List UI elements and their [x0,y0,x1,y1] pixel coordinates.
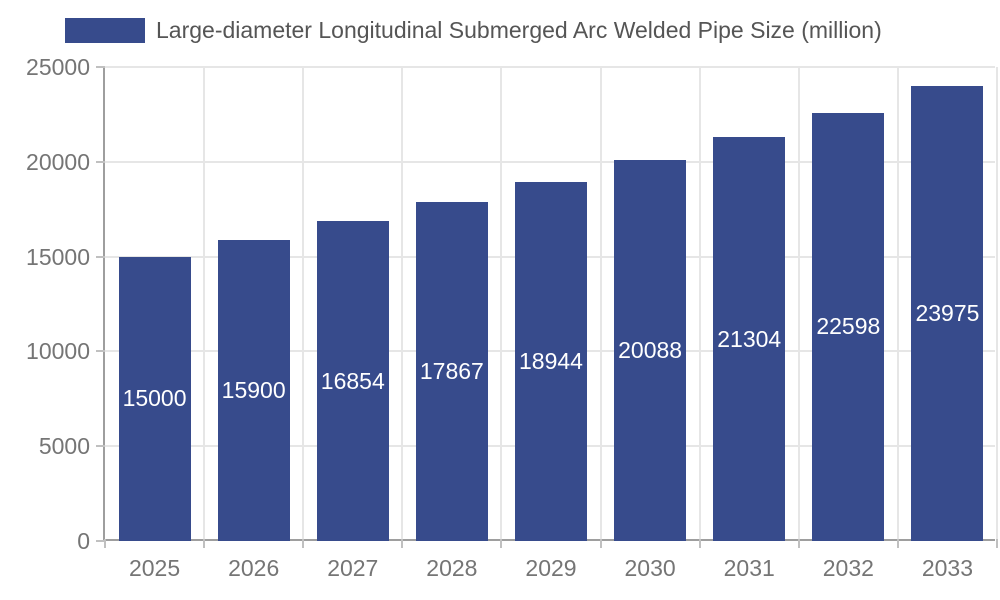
x-gridline [996,67,998,539]
y-tick-mark [96,350,105,353]
x-tick-label: 2032 [822,555,874,581]
bar: 16854 [316,221,389,541]
bar: 23975 [911,86,984,541]
x-tick-mark [401,539,404,548]
bar-value-label: 23975 [915,300,980,327]
x-tick-label: 2030 [624,555,676,581]
y-tick-label: 20000 [26,148,90,175]
bar-value-label: 15900 [221,376,286,403]
x-gridline [797,67,800,539]
bar: 21304 [713,137,786,541]
y-tick-mark [96,445,105,448]
x-tick-label: 2025 [128,555,181,581]
x-gridline [599,67,602,539]
x-gridline [302,67,305,539]
y-tick-label: 15000 [26,243,90,270]
y-tick-label: 10000 [26,338,90,365]
x-tick-label: 2029 [525,555,577,581]
x-tick-label: 2031 [723,555,775,581]
bar-value-label: 21304 [717,325,782,352]
x-gridline [401,67,404,539]
x-gridline [698,67,701,539]
x-tick-label: 2028 [426,555,478,581]
y-tick-mark [96,255,105,258]
x-tick-mark [203,539,206,548]
bar-value-label: 22598 [816,313,881,340]
bar: 18944 [515,181,587,541]
x-tick-label: 2027 [327,555,379,581]
x-gridline [500,67,503,539]
bar: 17867 [415,202,488,541]
y-gridline [105,160,995,163]
bar: 22598 [812,112,885,541]
bar: 20088 [614,160,687,541]
plot-area: 0 5000 10000 15000 20000 25000 2025 15000 2026 15… [26,54,998,581]
legend-series-label: Large-diameter Longitudinal Submerged Ar… [156,17,882,43]
bar-value-label: 18944 [519,347,583,374]
bar-value-label: 15000 [122,385,187,412]
x-tick-mark [996,539,998,548]
x-tick-label: 2026 [228,555,280,581]
y-tick-label: 25000 [26,54,90,80]
bar: 15900 [217,239,290,541]
y-tick-mark [96,66,105,68]
x-tick-mark [698,539,701,548]
bar-value-label: 16854 [320,367,385,394]
legend-swatch[interactable] [65,18,145,43]
y-tick-label: 5000 [38,433,90,460]
x-tick-mark [500,539,503,548]
y-tick-mark [96,540,105,542]
legend[interactable]: Large-diameter Longitudinal Submerged Ar… [65,17,882,44]
bar: 15000 [118,256,191,541]
x-gridline [896,67,899,539]
y-gridline [105,66,995,68]
y-tick-label: 0 [77,528,90,554]
bar-value-label: 20088 [618,337,683,364]
x-tick-mark [896,539,899,548]
x-tick-mark [599,539,602,548]
y-tick-mark [96,160,105,163]
x-tick-mark [797,539,800,548]
bar-value-label: 17867 [419,358,484,385]
x-tick-mark [302,539,305,548]
x-gridline [203,67,206,539]
x-tick-label: 2033 [921,555,974,581]
x-tick-mark [104,539,106,548]
